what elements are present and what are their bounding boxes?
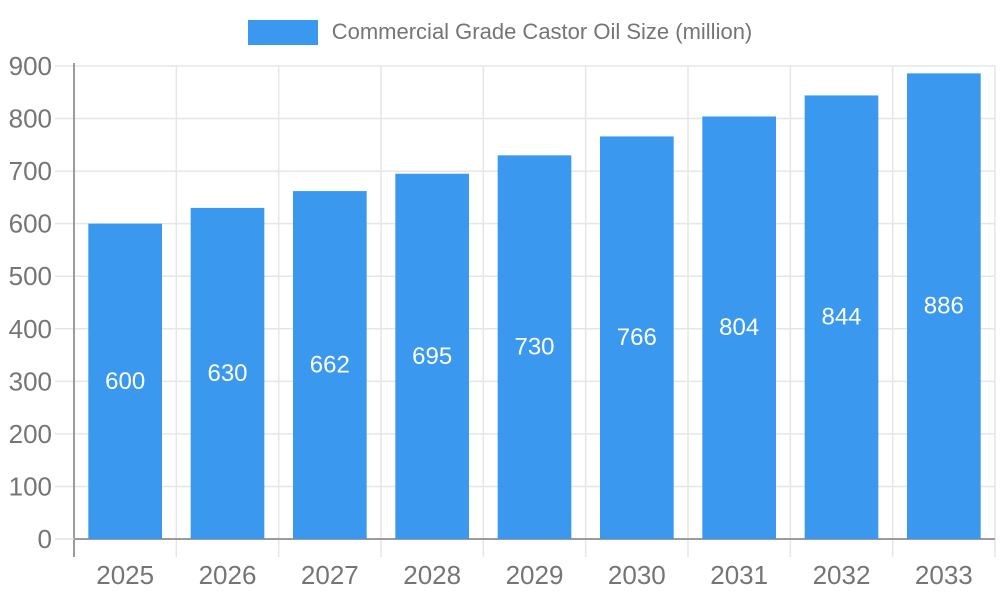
bar [906, 73, 981, 539]
bar-value-label: 695 [412, 343, 452, 370]
y-tick-label: 0 [38, 524, 52, 554]
x-tick-label: 2025 [96, 560, 154, 590]
bar-value-label: 804 [719, 314, 759, 341]
y-tick-label: 800 [9, 104, 52, 134]
bar [804, 95, 879, 539]
bar [292, 191, 367, 540]
bar-value-label: 844 [821, 304, 861, 331]
bar-value-label: 730 [514, 334, 554, 361]
bar [497, 155, 572, 539]
y-tick-label: 100 [9, 471, 52, 501]
bar-value-label: 886 [924, 293, 964, 320]
x-tick-label: 2028 [403, 560, 461, 590]
bar [88, 223, 163, 539]
y-tick-label: 500 [9, 261, 52, 291]
y-tick-label: 400 [9, 314, 52, 344]
bar [702, 116, 777, 539]
bar-value-label: 766 [617, 324, 657, 351]
x-tick-label: 2030 [608, 560, 666, 590]
x-tick-label: 2032 [813, 560, 871, 590]
chart-legend: Commercial Grade Castor Oil Size (millio… [0, 17, 1000, 47]
x-tick-label: 2033 [915, 560, 973, 590]
y-tick-label: 300 [9, 366, 52, 396]
y-tick-label: 600 [9, 209, 52, 239]
bar [395, 173, 470, 539]
bar-value-label: 662 [310, 352, 350, 379]
y-tick-label: 200 [9, 419, 52, 449]
bar [190, 207, 265, 539]
legend-swatch-icon [247, 19, 318, 45]
y-tick-label: 900 [9, 51, 52, 81]
x-tick-label: 2031 [710, 560, 768, 590]
x-tick-label: 2026 [199, 560, 257, 590]
x-tick-label: 2027 [301, 560, 359, 590]
legend-label: Commercial Grade Castor Oil Size (millio… [331, 19, 753, 44]
y-tick-label: 700 [9, 156, 52, 186]
x-tick-label: 2029 [506, 560, 564, 590]
bar-value-label: 630 [207, 360, 247, 387]
bar-value-label: 600 [105, 368, 145, 395]
bar [599, 136, 674, 539]
